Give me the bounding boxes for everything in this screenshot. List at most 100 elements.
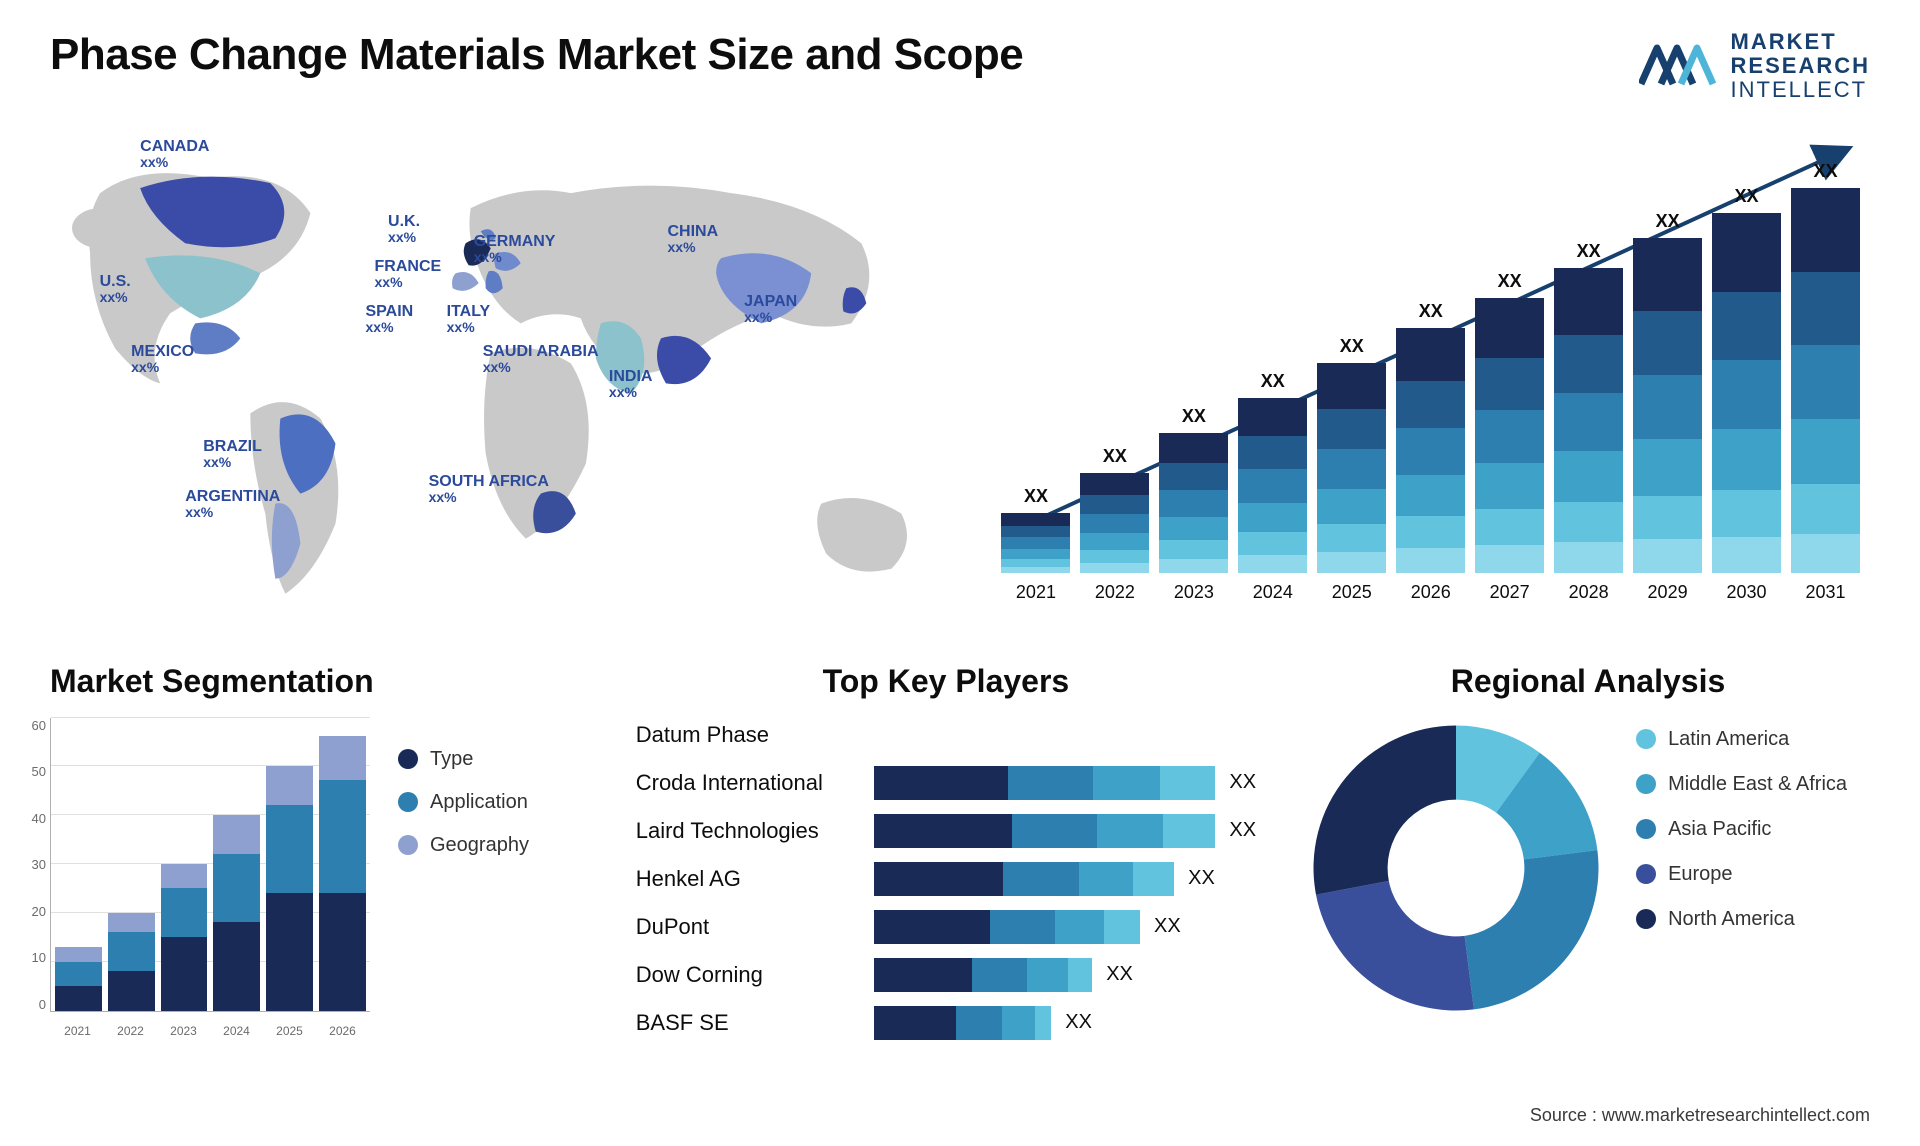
map-label: SAUDI ARABIAxx% [483, 343, 599, 376]
growth-chart-panel: XX XX XX XX XX XX XX XX XX XX XX 2021 2022 2023 2024 2… [991, 123, 1870, 623]
growth-bar: XX [1317, 336, 1386, 573]
legend-item: Type [398, 748, 529, 771]
map-label: U.K.xx% [388, 213, 420, 246]
growth-bar: XX [1001, 486, 1070, 573]
segmentation-panel: Market Segmentation 6050403020100 202120… [50, 663, 586, 1103]
legend-item: Asia Pacific [1636, 818, 1847, 841]
segmentation-bar [266, 766, 313, 1011]
donut-segment [1465, 850, 1599, 1009]
logo-line2: RESEARCH [1731, 54, 1870, 78]
segmentation-bar [319, 736, 366, 1010]
segmentation-x-label: 2023 [160, 1024, 207, 1038]
logo-icon [1639, 36, 1719, 96]
legend-item: Application [398, 791, 529, 814]
growth-x-label: 2029 [1633, 582, 1702, 603]
legend-item: Latin America [1636, 728, 1847, 751]
growth-bar: XX [1159, 406, 1228, 573]
growth-bar-value: XX [1340, 336, 1364, 357]
segmentation-chart: 6050403020100 202120222023202420252026 [50, 718, 370, 1038]
growth-x-label: 2031 [1791, 582, 1860, 603]
map-label: U.S.xx% [100, 273, 131, 306]
key-players-title: Top Key Players [636, 663, 1256, 700]
regional-legend: Latin America Middle East & Africa Asia Pa… [1636, 718, 1847, 931]
key-player-label: Datum Phase [636, 718, 856, 752]
map-label: CANADAxx% [140, 138, 209, 171]
map-label: GERMANYxx% [474, 233, 556, 266]
legend-item: Middle East & Africa [1636, 773, 1847, 796]
key-player-value: XX [1229, 771, 1256, 794]
page-title: Phase Change Materials Market Size and S… [50, 30, 1023, 80]
key-player-label: Croda International [636, 766, 856, 800]
key-player-value: XX [1229, 819, 1256, 842]
segmentation-x-label: 2021 [54, 1024, 101, 1038]
regional-title: Regional Analysis [1306, 663, 1870, 700]
growth-bar: XX [1238, 371, 1307, 573]
segmentation-x-label: 2022 [107, 1024, 154, 1038]
growth-x-label: 2026 [1396, 582, 1465, 603]
map-label: CHINAxx% [668, 223, 719, 256]
growth-x-label: 2025 [1317, 582, 1386, 603]
growth-bar-value: XX [1261, 371, 1285, 392]
growth-x-label: 2030 [1712, 582, 1781, 603]
donut-segment [1314, 725, 1457, 894]
segmentation-bar [213, 815, 260, 1011]
growth-bar: XX [1791, 161, 1860, 573]
legend-item: Geography [398, 834, 529, 857]
key-player-value: XX [1106, 963, 1133, 986]
segmentation-title: Market Segmentation [50, 663, 586, 700]
map-label: JAPANxx% [744, 293, 797, 326]
key-player-label: Dow Corning [636, 958, 856, 992]
key-players-panel: Top Key Players Datum Phase Croda Interna… [636, 663, 1256, 1103]
key-player-label: Laird Technologies [636, 814, 856, 848]
segmentation-bar [55, 947, 102, 1011]
segmentation-legend: Type Application Geography [398, 718, 529, 1103]
growth-bar: XX [1633, 211, 1702, 573]
growth-x-label: 2028 [1554, 582, 1623, 603]
map-label: FRANCExx% [375, 258, 442, 291]
segmentation-x-label: 2024 [213, 1024, 260, 1038]
key-player-bar: XX [874, 814, 1256, 848]
growth-bar: XX [1475, 271, 1544, 573]
key-player-label: Henkel AG [636, 862, 856, 896]
key-player-label: DuPont [636, 910, 856, 944]
key-player-bar: XX [874, 1006, 1256, 1040]
key-player-bar: XX [874, 910, 1256, 944]
map-label: ITALYxx% [447, 303, 491, 336]
logo-line1: MARKET [1731, 30, 1870, 54]
logo-line3: INTELLECT [1731, 78, 1870, 102]
map-label: ARGENTINAxx% [185, 488, 280, 521]
growth-x-label: 2021 [1001, 582, 1070, 603]
regional-donut-chart [1306, 718, 1606, 1018]
map-label: SPAINxx% [366, 303, 414, 336]
key-player-bar: XX [874, 958, 1256, 992]
growth-bar: XX [1712, 186, 1781, 573]
segmentation-bar [161, 864, 208, 1011]
segmentation-x-label: 2025 [266, 1024, 313, 1038]
key-player-bar: XX [874, 766, 1256, 800]
growth-bar-value: XX [1419, 301, 1443, 322]
source-attribution: Source : www.marketresearchintellect.com [1530, 1105, 1870, 1126]
key-player-value: XX [1065, 1011, 1092, 1034]
growth-bar: XX [1080, 446, 1149, 573]
segmentation-x-label: 2026 [319, 1024, 366, 1038]
growth-x-label: 2024 [1238, 582, 1307, 603]
key-player-bar [874, 718, 1256, 752]
segmentation-bar [108, 913, 155, 1011]
growth-bar-value: XX [1656, 211, 1680, 232]
legend-item: North America [1636, 908, 1847, 931]
key-player-value: XX [1188, 867, 1215, 890]
world-map-panel: CANADAxx%U.S.xx%MEXICOxx%BRAZILxx%ARGENT… [50, 123, 951, 623]
key-player-label: BASF SE [636, 1006, 856, 1040]
growth-bar-value: XX [1813, 161, 1837, 182]
growth-bar-value: XX [1103, 446, 1127, 467]
regional-panel: Regional Analysis Latin America Middle Ea… [1306, 663, 1870, 1103]
growth-bar: XX [1554, 241, 1623, 573]
key-player-bar: XX [874, 862, 1256, 896]
growth-bar-value: XX [1735, 186, 1759, 207]
legend-item: Europe [1636, 863, 1847, 886]
growth-x-label: 2023 [1159, 582, 1228, 603]
growth-x-label: 2022 [1080, 582, 1149, 603]
growth-bar: XX [1396, 301, 1465, 573]
growth-bar-value: XX [1498, 271, 1522, 292]
growth-bar-value: XX [1577, 241, 1601, 262]
